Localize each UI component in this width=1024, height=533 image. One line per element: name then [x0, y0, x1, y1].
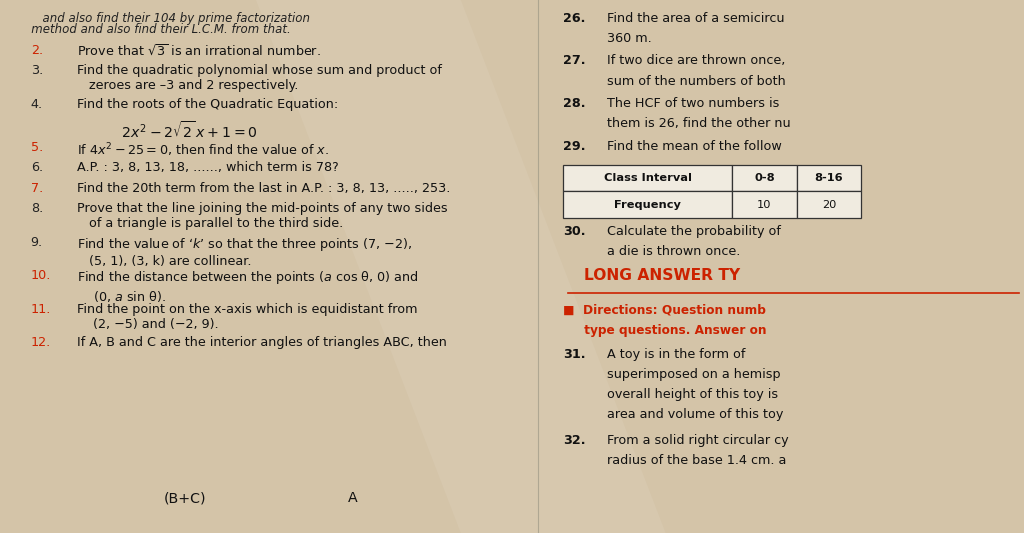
Text: method and also find their L.C.M. from that.: method and also find their L.C.M. from t… [20, 23, 291, 36]
Text: Frequency: Frequency [614, 200, 681, 209]
Text: area and volume of this toy: area and volume of this toy [607, 408, 783, 421]
Bar [797, 191, 861, 218]
Bar [732, 191, 797, 218]
Text: 32.: 32. [563, 434, 586, 447]
Text: Find the value of ‘$k$’ so that the three points (7, −2),
   (5, 1), (3, k) are : Find the value of ‘$k$’ so that the thre… [77, 236, 413, 268]
Text: 2.: 2. [31, 44, 43, 56]
Text: If two dice are thrown once,: If two dice are thrown once, [607, 54, 785, 67]
Text: Find the mean of the follow: Find the mean of the follow [607, 140, 782, 152]
Text: 28.: 28. [563, 97, 586, 110]
Text: type questions. Answer on: type questions. Answer on [563, 324, 767, 337]
Text: 7.: 7. [31, 182, 43, 195]
Text: Find the area of a semicircu: Find the area of a semicircu [607, 12, 784, 25]
Text: 20: 20 [821, 200, 837, 209]
Text: them is 26, find the other nu: them is 26, find the other nu [607, 117, 791, 130]
Text: Find the 20th term from the last in A.P. : 3, 8, 13, ....., 253.: Find the 20th term from the last in A.P.… [77, 182, 451, 195]
Text: sum of the numbers of both: sum of the numbers of both [607, 75, 786, 87]
Text: 3.: 3. [31, 64, 43, 77]
Text: and also find their 104 by prime factorization: and also find their 104 by prime factori… [20, 12, 310, 25]
Text: Find the roots of the Quadratic Equation:: Find the roots of the Quadratic Equation… [77, 98, 338, 110]
Text: 5.: 5. [31, 141, 43, 154]
Text: 360 m.: 360 m. [607, 32, 652, 45]
Text: 8.: 8. [31, 202, 43, 215]
Text: a die is thrown once.: a die is thrown once. [607, 245, 740, 258]
Text: Find the distance between the points ($a$ cos θ, 0) and
    (0, $a$ sin θ).: Find the distance between the points ($a… [77, 269, 419, 304]
Text: (B+C): (B+C) [164, 491, 207, 505]
Text: If A, B and C are the interior angles of triangles ABC, then: If A, B and C are the interior angles of… [77, 336, 446, 349]
Text: 26.: 26. [563, 12, 586, 25]
Text: 27.: 27. [563, 54, 586, 67]
Bar [732, 165, 797, 191]
Text: Find the point on the x-axis which is equidistant from
    (2, −5) and (−2, 9).: Find the point on the x-axis which is eq… [77, 303, 418, 331]
Text: radius of the base 1.4 cm. a: radius of the base 1.4 cm. a [607, 454, 786, 467]
Text: 10: 10 [757, 200, 772, 209]
Text: overall height of this toy is: overall height of this toy is [607, 388, 778, 401]
Text: 4.: 4. [31, 98, 43, 110]
Bar [563, 191, 732, 218]
Text: 6.: 6. [31, 161, 43, 174]
Text: 9.: 9. [31, 236, 43, 248]
Bar [563, 165, 732, 191]
Text: Class Interval: Class Interval [604, 173, 691, 183]
Text: 31.: 31. [563, 348, 586, 360]
Text: A: A [348, 491, 357, 505]
Text: The HCF of two numbers is: The HCF of two numbers is [607, 97, 779, 110]
Text: 10.: 10. [31, 269, 51, 282]
Text: From a solid right circular cy: From a solid right circular cy [607, 434, 788, 447]
Text: Prove that $\sqrt{3}$ is an irrational number.: Prove that $\sqrt{3}$ is an irrational n… [77, 44, 321, 59]
Text: 0-8: 0-8 [754, 173, 775, 183]
Text: Find the quadratic polynomial whose sum and product of
   zeroes are –3 and 2 re: Find the quadratic polynomial whose sum … [77, 64, 441, 92]
Text: If $4x^2 - 25 = 0$, then find the value of $x$.: If $4x^2 - 25 = 0$, then find the value … [77, 141, 329, 159]
Text: LONG ANSWER TY: LONG ANSWER TY [584, 268, 739, 282]
Text: 30.: 30. [563, 225, 586, 238]
Text: A.P. : 3, 8, 13, 18, ......, which term is 78?: A.P. : 3, 8, 13, 18, ......, which term … [77, 161, 339, 174]
Text: ■  Directions: Question numb: ■ Directions: Question numb [563, 304, 766, 317]
Text: A toy is in the form of: A toy is in the form of [607, 348, 745, 360]
Text: 11.: 11. [31, 303, 51, 316]
Text: 8-16: 8-16 [815, 173, 843, 183]
Polygon shape [256, 0, 666, 533]
Text: 29.: 29. [563, 140, 586, 152]
Text: Prove that the line joining the mid-points of any two sides
   of a triangle is : Prove that the line joining the mid-poin… [77, 202, 447, 230]
Bar [797, 165, 861, 191]
Text: superimposed on a hemisp: superimposed on a hemisp [607, 368, 781, 381]
Text: 12.: 12. [31, 336, 51, 349]
Text: $2x^2 - 2\sqrt{2}\,x + 1 = 0$: $2x^2 - 2\sqrt{2}\,x + 1 = 0$ [77, 120, 257, 141]
Text: Calculate the probability of: Calculate the probability of [607, 225, 781, 238]
